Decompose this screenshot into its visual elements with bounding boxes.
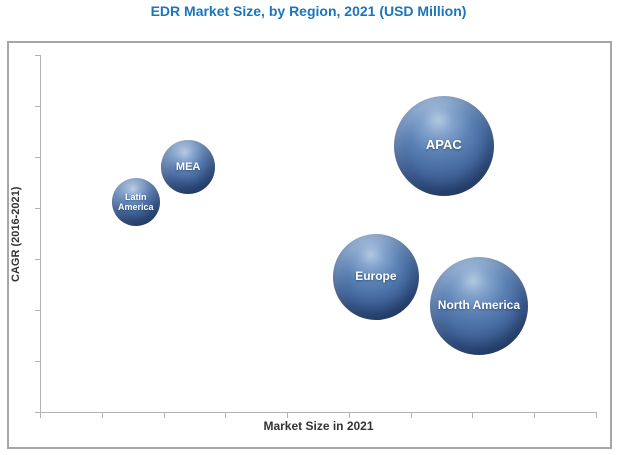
bubble-label: America (118, 202, 154, 213)
bubble-latin-america: Latin America (111, 178, 160, 227)
x-axis-label: Market Size in 2021 (263, 419, 374, 433)
x-axis-tick (534, 413, 536, 418)
x-axis-tick (40, 413, 41, 418)
y-axis-tick (35, 412, 40, 413)
x-axis-tick (348, 413, 350, 418)
x-axis (40, 412, 597, 413)
y-axis (40, 55, 41, 413)
x-axis-tick (596, 413, 597, 418)
chart-title: EDR Market Size, by Region, 2021 (USD Mi… (150, 3, 467, 19)
x-axis-tick (287, 413, 289, 418)
y-axis-tick (35, 106, 40, 107)
x-axis-tick (225, 413, 227, 418)
y-axis-tick (35, 55, 40, 56)
bubble-label: MEA (175, 160, 201, 173)
x-axis-tick (163, 413, 165, 418)
bubble-label: Latin (125, 191, 147, 202)
chart-frame: CAGR (2016-2021) MEA Latin America APAC Euro… (7, 41, 612, 449)
y-axis-tick (35, 361, 40, 362)
y-axis-tick (35, 259, 40, 260)
x-axis-tick (472, 413, 474, 418)
y-axis-tick (35, 208, 40, 209)
x-axis-tick (101, 413, 103, 418)
bubble-label: Europe (355, 269, 397, 284)
bubble-north-america: North America (429, 256, 528, 355)
plot-area: MEA Latin America APAC Europe North America (35, 55, 597, 418)
bubble-label: North America (437, 298, 521, 313)
y-axis-tick (35, 310, 40, 311)
bubble-label: APAC (425, 137, 462, 153)
bubble-mea: MEA (161, 140, 216, 195)
y-axis-tick (35, 157, 40, 158)
y-axis-label: CAGR (2016-2021) (10, 186, 22, 282)
bubble-apac: APAC (393, 95, 494, 196)
x-axis-tick (410, 413, 412, 418)
bubble-europe: Europe (332, 233, 419, 320)
